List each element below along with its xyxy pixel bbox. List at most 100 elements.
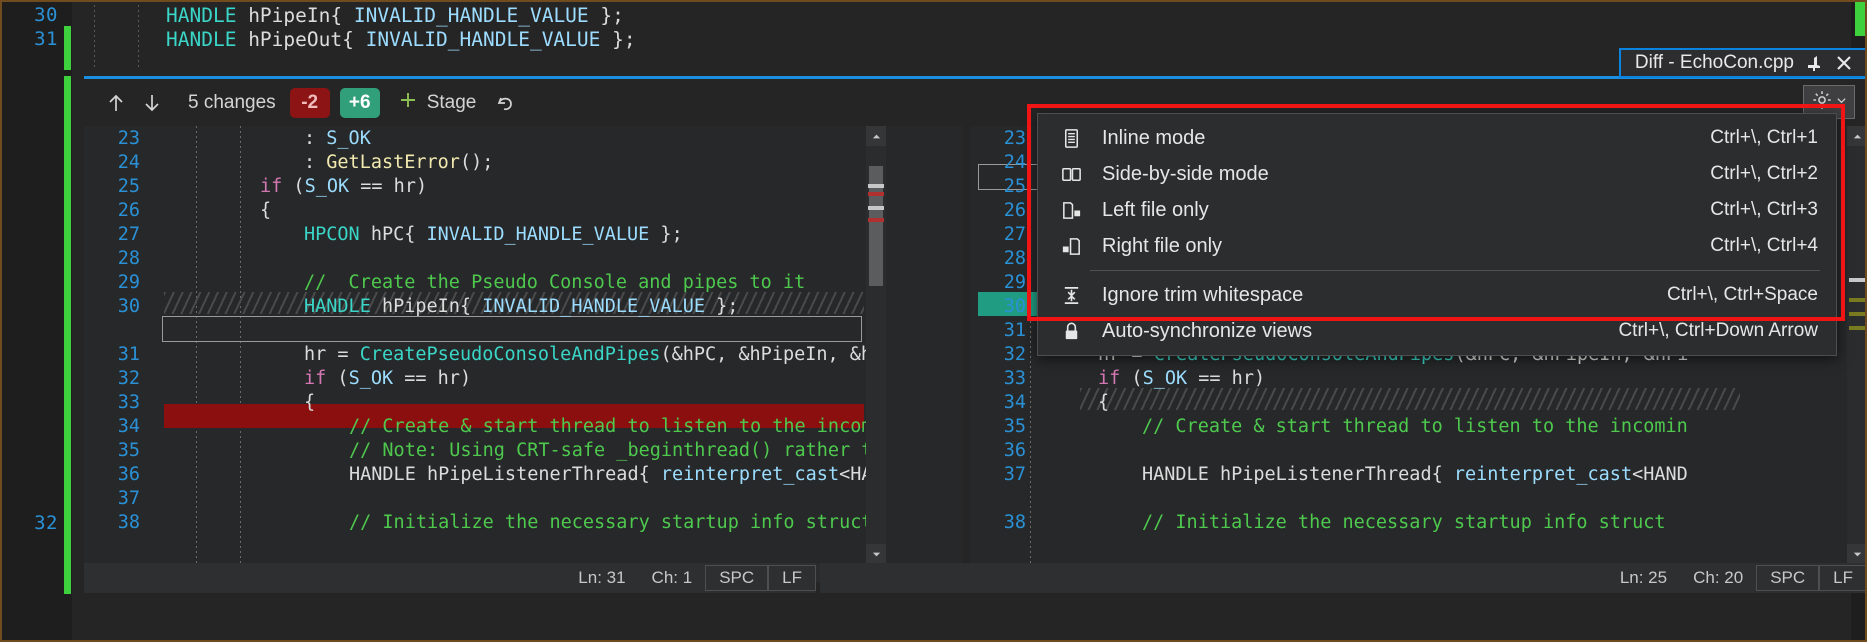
arrow-down-icon[interactable] [134,85,170,121]
code-line: if (S_OK == hr) [1098,368,1266,389]
code-line: HPCON hPC{ INVALID_HANDLE_VALUE }; [304,224,683,245]
line-number: 35 [117,440,140,461]
code-line: : S_OK [304,128,371,149]
gear-icon [1811,89,1833,116]
menu-item-right-file-only[interactable]: Right file only Ctrl+\, Ctrl+4 [1038,228,1836,264]
left-pane-vertical-scrollbar[interactable] [866,126,886,564]
indent-guide [1030,126,1031,564]
overview-marker-deleted [868,218,884,222]
menu-item-side-by-side-mode[interactable]: Side-by-side mode Ctrl+\, Ctrl+2 [1038,156,1836,192]
indent-guide [240,126,241,564]
additions-badge[interactable]: +6 [339,87,380,118]
left-eol-indicator[interactable]: LF [768,565,816,591]
menu-separator [1090,270,1820,271]
chevron-down-icon [1836,93,1847,111]
side-by-side-mode-icon [1054,163,1088,186]
code-line: HANDLE hPipeListenerThread{ reinterpret_… [349,464,884,485]
line-number: 37 [117,488,140,509]
diff-settings-context-menu[interactable]: Inline mode Ctrl+\, Ctrl+1 Side-by-side … [1037,113,1837,356]
host-change-indicator [64,26,71,70]
line-number: 36 [1003,440,1026,461]
pin-icon[interactable] [1804,53,1824,73]
deletions-badge[interactable]: -2 [289,87,330,118]
right-indentation-indicator[interactable]: SPC [1756,565,1820,591]
host-line-number: 30 [34,4,58,26]
line-number: 24 [1003,152,1026,173]
menu-item-shortcut: Ctrl+\, Ctrl+Space [1667,284,1818,305]
line-number: 31 [117,344,140,365]
line-number: 25 [117,176,140,197]
menu-item-shortcut: Ctrl+\, Ctrl+Down Arrow [1618,320,1818,341]
line-number: 30 [117,296,140,317]
line-number: 28 [117,248,140,269]
line-number: 26 [1003,200,1026,221]
line-number: 38 [117,512,140,533]
line-number: 31 [1003,320,1026,341]
overview-marker-modified [1849,298,1865,302]
scroll-down-icon[interactable] [866,544,886,564]
menu-item-auto-synchronize-views[interactable]: Auto-synchronize views Ctrl+\, Ctrl+Down… [1038,313,1836,349]
right-file-only-icon [1054,235,1088,258]
diff-gap-hatch [1080,388,1740,410]
menu-item-label: Right file only [1102,234,1223,257]
line-number: 23 [117,128,140,149]
menu-item-label: Auto-synchronize views [1102,319,1313,342]
right-column-indicator[interactable]: Ch: 20 [1693,568,1744,587]
line-number: 29 [117,272,140,293]
scrollbar-thumb[interactable] [869,166,883,286]
menu-item-label: Side-by-side mode [1102,162,1269,185]
line-number: 33 [117,392,140,413]
stage-label: Stage [426,91,477,113]
right-pane-vertical-scrollbar[interactable] [1847,126,1867,564]
line-number: 34 [117,416,140,437]
left-line-indicator[interactable]: Ln: 31 [578,568,626,587]
right-pane-status-bar: Ln: 25 Ch: 20 SPC LF [820,563,1867,593]
scroll-up-icon[interactable] [1847,126,1867,146]
diff-left-pane[interactable]: 23 24 25 26 27 28 29 30 31 32 33 34 35 3… [84,126,962,564]
line-number: 38 [1003,512,1026,533]
overview-marker-modified [1849,326,1865,330]
menu-item-shortcut: Ctrl+\, Ctrl+4 [1710,235,1818,256]
undo-icon[interactable] [494,91,518,115]
indent-guide [94,0,95,68]
close-icon[interactable] [1834,53,1854,73]
arrow-up-icon[interactable] [98,85,134,121]
scroll-up-icon[interactable] [866,126,886,146]
cursor-line-highlight [162,316,862,342]
host-overview-marker [1855,2,1865,36]
line-number: 26 [117,200,140,221]
line-number: 35 [1003,416,1026,437]
overview-marker [868,206,884,210]
line-number: 27 [117,224,140,245]
menu-item-label: Left file only [1102,198,1209,221]
diff-gap-hatch [164,292,864,314]
menu-item-label: Ignore trim whitespace [1102,283,1304,306]
left-pane-status-bar: Ln: 31 Ch: 1 SPC LF [84,563,816,593]
line-number: 25 [1003,176,1026,197]
host-line-number: 32 [34,512,58,534]
code-line: HANDLE hPipeListenerThread{ reinterpret_… [1142,464,1688,485]
deleted-line-highlight [164,404,864,428]
stage-button[interactable]: Stage [396,88,477,118]
menu-item-left-file-only[interactable]: Left file only Ctrl+\, Ctrl+3 [1038,192,1836,228]
line-number: 34 [1003,392,1026,413]
line-number: 28 [1003,248,1026,269]
code-line: // Initialize the necessary startup info… [349,512,873,533]
line-number: 29 [1003,272,1026,293]
code-line: { [260,200,272,221]
right-line-indicator[interactable]: Ln: 25 [1619,568,1668,587]
menu-item-shortcut: Ctrl+\, Ctrl+1 [1710,127,1818,148]
indent-guide [138,0,139,68]
menu-item-ignore-trim-whitespace[interactable]: Ignore trim whitespace Ctrl+\, Ctrl+Spac… [1038,277,1836,313]
peek-titlebar: Diff - EchoCon.cpp [1618,48,1867,78]
left-indentation-indicator[interactable]: SPC [705,565,769,591]
right-eol-indicator[interactable]: LF [1819,565,1867,591]
scroll-down-icon[interactable] [1847,544,1867,564]
menu-item-inline-mode[interactable]: Inline mode Ctrl+\, Ctrl+1 [1038,120,1836,156]
left-file-only-icon [1054,199,1088,222]
left-column-indicator[interactable]: Ch: 1 [651,568,693,587]
line-number: 32 [117,368,140,389]
inline-mode-icon [1054,127,1088,150]
indent-guide [196,126,197,564]
line-number: 30 [1003,296,1026,317]
